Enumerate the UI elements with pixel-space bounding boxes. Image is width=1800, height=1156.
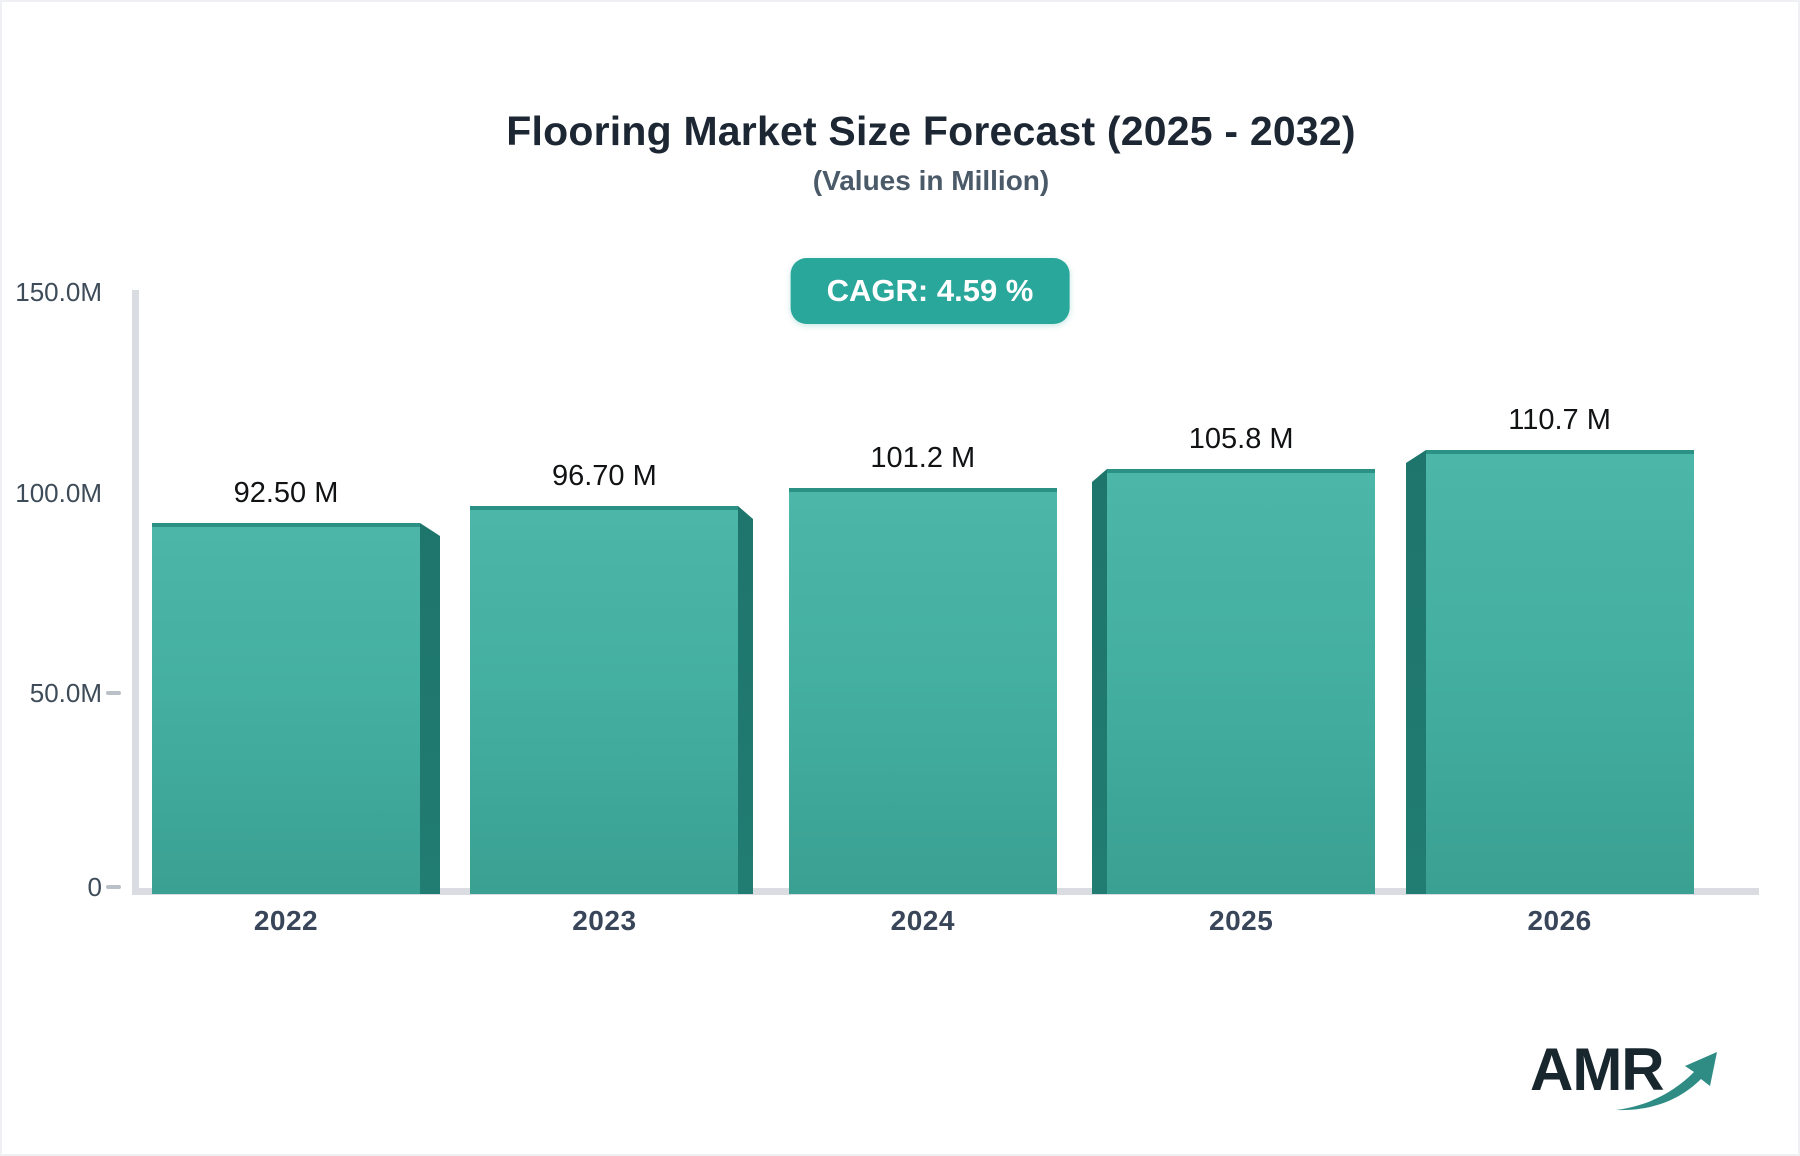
- bar: [152, 523, 420, 894]
- bar-value-label: 92.50 M: [233, 477, 339, 509]
- x-tick-label: 2026: [1527, 905, 1592, 936]
- amr-logo: AMR: [1530, 1040, 1730, 1120]
- y-tick-label: 150.0M: [15, 277, 102, 307]
- bar: [1426, 450, 1694, 894]
- growth-arrow-icon: [1616, 1052, 1717, 1111]
- x-tick-label: 2024: [890, 905, 955, 936]
- bar-value-label: 110.7 M: [1508, 404, 1611, 436]
- bar-value-label: 96.70 M: [551, 460, 657, 492]
- x-tick-label: 2022: [253, 905, 319, 936]
- bar: [1107, 469, 1375, 894]
- y-axis-line: [132, 290, 139, 888]
- x-tick-label: 2025: [1209, 905, 1274, 936]
- bar: [789, 488, 1057, 894]
- bar: [470, 506, 738, 894]
- cagr-badge: CAGR: 4.59 %: [790, 258, 1070, 324]
- y-tick-label: 0: [87, 872, 102, 902]
- y-tick-mark: [106, 885, 121, 889]
- bar-3d-side: [1406, 450, 1426, 894]
- x-tick-label: 2023: [572, 905, 637, 936]
- bar-value-label: 105.8 M: [1188, 423, 1294, 455]
- y-tick-label: 100.0M: [15, 477, 102, 508]
- chart-subtitle: (Values in Million): [812, 165, 1050, 196]
- bar-value-label: 101.2 M: [870, 442, 976, 474]
- amr-logo-text: AMR: [1530, 1036, 1665, 1103]
- bar-3d-side: [420, 523, 440, 894]
- bar-3d-side: [738, 506, 753, 894]
- cagr-badge-label: CAGR: 4.59 %: [826, 273, 1034, 308]
- chart-title: Flooring Market Size Forecast (2025 - 20…: [506, 108, 1356, 154]
- y-tick-label: 50.0M: [29, 678, 102, 709]
- y-tick-mark: [106, 691, 121, 696]
- bar-3d-side: [1092, 469, 1107, 894]
